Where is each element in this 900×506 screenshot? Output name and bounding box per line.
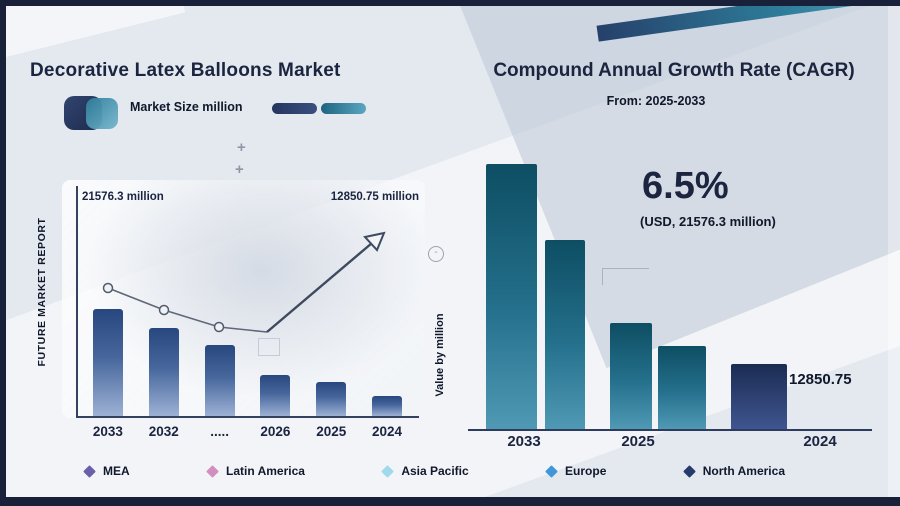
market-year-label: 2033 [92,424,123,439]
cagr-bar-2033-1 [545,240,585,429]
diamond-icon [83,464,96,478]
left-bar-cell [303,382,359,416]
pill-navy-icon [272,103,317,114]
y-axis-line [76,186,78,418]
market-bar-2032 [148,328,179,416]
legend-label: Europe [565,464,607,478]
background-right-band [888,0,900,506]
cagr-period-subtitle: From: 2025-2033 [606,94,706,108]
trend-arrow-overlay [102,231,386,333]
market-bar-2026 [260,375,291,416]
right-chart-title: Compound Annual Growth Rate (CAGR) [493,60,855,81]
market-year-label: 2026 [260,424,291,439]
market-year-label: 2032 [148,424,179,439]
cagr-end-annotation: 12850.75 [789,371,852,388]
cagr-usd-note: (USD, 21576.3 million) [640,214,776,229]
region-legend: MEA Latin America Asia Pacific Europe North … [83,464,785,478]
left-bar-cell [247,375,303,416]
cagr-year-2033: 2033 [507,433,541,450]
bracket-decoration [602,268,649,285]
left-chart-title: Decorative Latex Balloons Market [30,60,341,81]
legend-item-mea: MEA [83,464,130,478]
cagr-percentage: 6.5% [642,165,729,207]
balloon-teal-icon [86,98,118,129]
legend-item-latin-america: Latin America [206,464,305,478]
market-bar-2024 [372,396,403,416]
cagr-bars [486,163,787,429]
cagr-year-2025: 2025 [621,433,655,450]
market-bar-2025 [316,382,347,416]
market-year-label: 2025 [316,424,347,439]
cagr-bar-2025-3 [658,346,706,429]
plus-icon: + [237,139,246,156]
legend-label: MEA [103,464,130,478]
market-year-label: 2024 [372,424,403,439]
market-size-legend-label: Market Size million [130,100,243,114]
market-bar-2033 [92,309,123,416]
diamond-icon [206,464,219,478]
market-size-bars [80,216,415,416]
diamond-icon [381,464,395,478]
balloon-icon [64,94,126,132]
left-bar-cell [192,345,248,416]
frame-bottom-edge [0,497,900,506]
left-bar-cell [359,396,415,416]
cagr-bar-2024-4 [731,364,787,429]
market-size-year-axis: 2033 2032..... 2026 2025 2024 [80,424,415,439]
plus-icon: + [235,161,244,178]
frame-left-edge [0,0,6,506]
market-size-chart-panel: 21576.3 million 12850.75 million [62,180,425,418]
market-year-label: ..... [210,424,229,439]
legend-label: Asia Pacific [401,464,469,478]
cagr-year-2024: 2024 [803,433,837,450]
legend-item-north-america: North America [682,464,785,478]
future-market-report-watermark: FUTURE MARKET REPORT [36,217,48,367]
background-corner-notch [0,0,186,66]
diamond-icon [545,464,558,478]
market-bar-..... [204,345,235,416]
legend-label: North America [702,464,785,478]
legend-label: Latin America [226,464,305,478]
start-value-annotation: 21576.3 million [82,191,164,203]
diamond-icon [682,464,696,478]
x-axis-line [76,416,419,418]
cagr-baseline [468,429,872,431]
frame-top-edge [0,0,900,6]
ghost-rect-decoration [258,338,280,356]
cagr-bar-2025-2 [610,323,652,429]
end-value-annotation: 12850.75 million [330,191,419,203]
legend-item-europe: Europe [545,464,607,478]
legend-item-asia-pacific: Asia Pacific [381,464,469,478]
circle-minus-icon: - [428,246,444,262]
cagr-bar-2033-0 [486,164,537,429]
left-bar-cell [136,328,192,416]
left-bar-cell [80,309,136,416]
pill-teal-icon [321,103,366,114]
value-axis-label: Value by million [434,313,446,397]
